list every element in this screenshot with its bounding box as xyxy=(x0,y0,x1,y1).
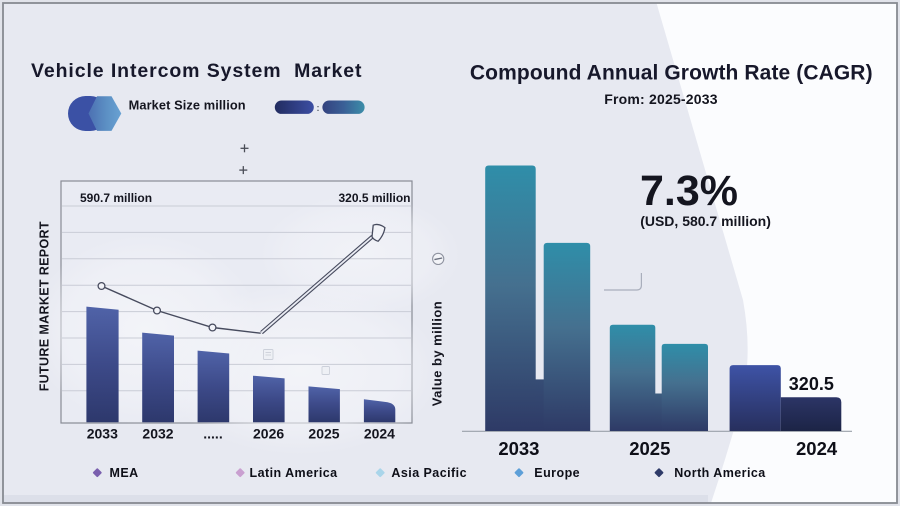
svg-text:MEA: MEA xyxy=(110,466,139,480)
svg-text:2024: 2024 xyxy=(796,438,838,459)
svg-text:2024: 2024 xyxy=(364,426,395,442)
svg-text:Market Size million: Market Size million xyxy=(129,98,246,113)
svg-text:Value by million: Value by million xyxy=(430,301,445,406)
svg-text:FUTURE MARKET REPORT: FUTURE MARKET REPORT xyxy=(37,221,51,391)
svg-text:590.7 million: 590.7 million xyxy=(80,191,152,205)
svg-text:.....: ..... xyxy=(203,426,222,442)
svg-text:Vehicle Intercom System Marke: Vehicle Intercom System Market xyxy=(31,60,362,82)
svg-text:From: 2025-2033: From: 2025-2033 xyxy=(604,91,718,107)
svg-text:320.5: 320.5 xyxy=(789,374,834,394)
svg-text::: : xyxy=(317,103,320,113)
svg-text:2033: 2033 xyxy=(498,438,539,459)
svg-text:320.5 million: 320.5 million xyxy=(338,191,410,205)
svg-text:(USD, 580.7 million): (USD, 580.7 million) xyxy=(640,213,771,229)
svg-text:Europe: Europe xyxy=(534,466,580,480)
svg-text:2033: 2033 xyxy=(87,426,118,442)
svg-text:North America: North America xyxy=(674,466,766,480)
svg-text:Asia Pacific: Asia Pacific xyxy=(391,466,467,480)
svg-text:2025: 2025 xyxy=(308,426,339,442)
svg-text:2025: 2025 xyxy=(629,438,670,459)
svg-text:Compound Annual Growth Rate (C: Compound Annual Growth Rate (CAGR) xyxy=(470,62,873,85)
svg-text:Latin America: Latin America xyxy=(250,466,339,480)
svg-text:2032: 2032 xyxy=(142,426,173,442)
svg-text:2026: 2026 xyxy=(253,426,284,442)
svg-text:7.3%: 7.3% xyxy=(640,167,738,215)
